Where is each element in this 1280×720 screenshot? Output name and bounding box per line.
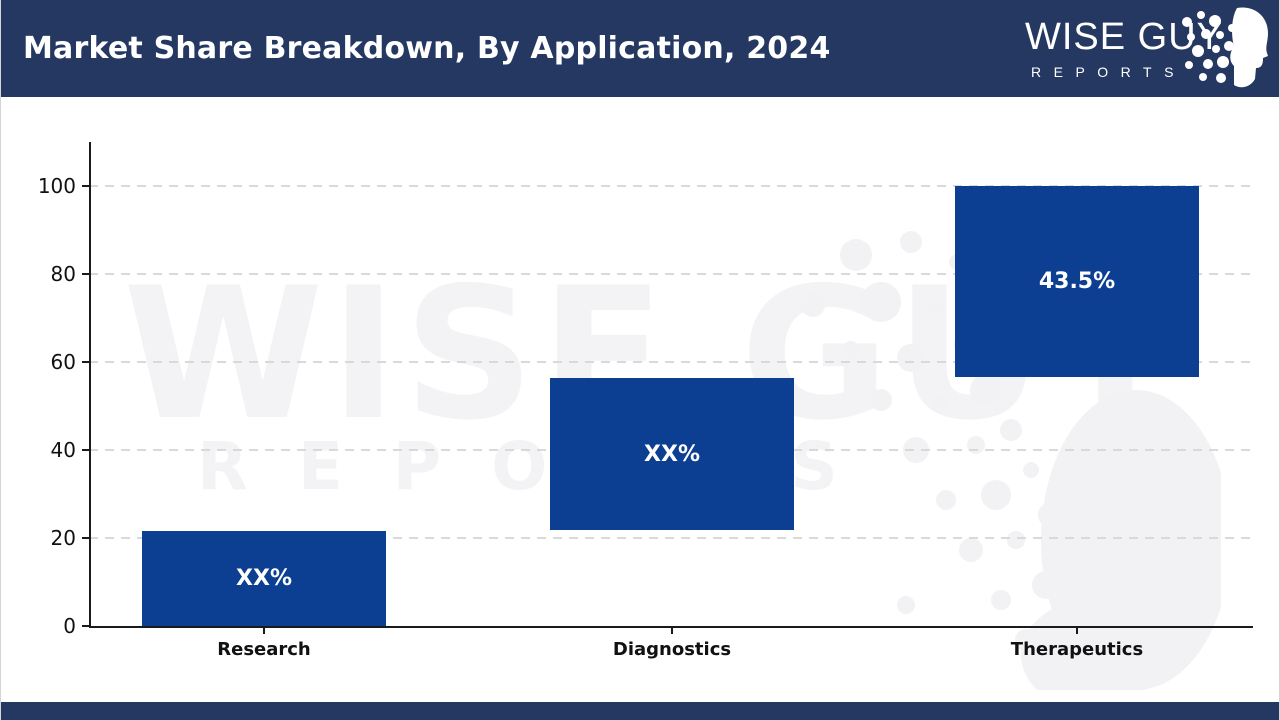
y-tick-label: 80 [50, 262, 76, 286]
gridline [89, 537, 1253, 539]
x-axis [89, 626, 1253, 628]
x-axis-tick [1076, 628, 1078, 634]
y-axis-tick [82, 449, 89, 451]
y-axis-tick [82, 625, 89, 627]
brand-logo-subtext: REPORTS [1031, 64, 1186, 80]
brand-logo: WISE GUY REPORTS [1025, 7, 1268, 92]
x-axis-tick [263, 628, 265, 634]
y-axis-tick [82, 537, 89, 539]
y-axis-tick [82, 273, 89, 275]
wiseguy-face-icon [1182, 7, 1268, 88]
plot-area: 0 20 40 60 80 100 XX% Research XX% Diagnostics 43.… [1, 97, 1279, 702]
bar: 43.5% [955, 186, 1199, 378]
chart-title: Market Share Breakdown, By Application, … [23, 31, 831, 66]
gridline [89, 273, 1253, 275]
gridline [89, 361, 1253, 363]
x-axis-tick [671, 628, 673, 634]
x-category-label: Diagnostics [612, 639, 732, 660]
y-axis-tick [82, 361, 89, 363]
header-band: Market Share Breakdown, By Application, … [1, 0, 1279, 97]
y-tick-label: 40 [50, 438, 76, 462]
y-axis-tick [82, 185, 89, 187]
bar-value-label: XX% [644, 441, 700, 467]
bar-value-label: XX% [236, 565, 292, 591]
gridline [89, 185, 1253, 187]
y-tick-label: 20 [50, 526, 76, 550]
y-tick-label: 100 [37, 174, 76, 198]
bar-value-label: 43.5% [1038, 269, 1116, 295]
y-axis [89, 142, 91, 628]
footer-band [1, 702, 1279, 720]
x-category-label: Therapeutics [1010, 639, 1144, 660]
bar: XX% [142, 530, 386, 626]
x-category-label: Research [217, 639, 311, 660]
watermark-face-icon [801, 231, 1221, 690]
bar: XX% [550, 378, 794, 531]
y-tick-label: 0 [63, 614, 76, 638]
y-tick-label: 60 [50, 350, 76, 374]
